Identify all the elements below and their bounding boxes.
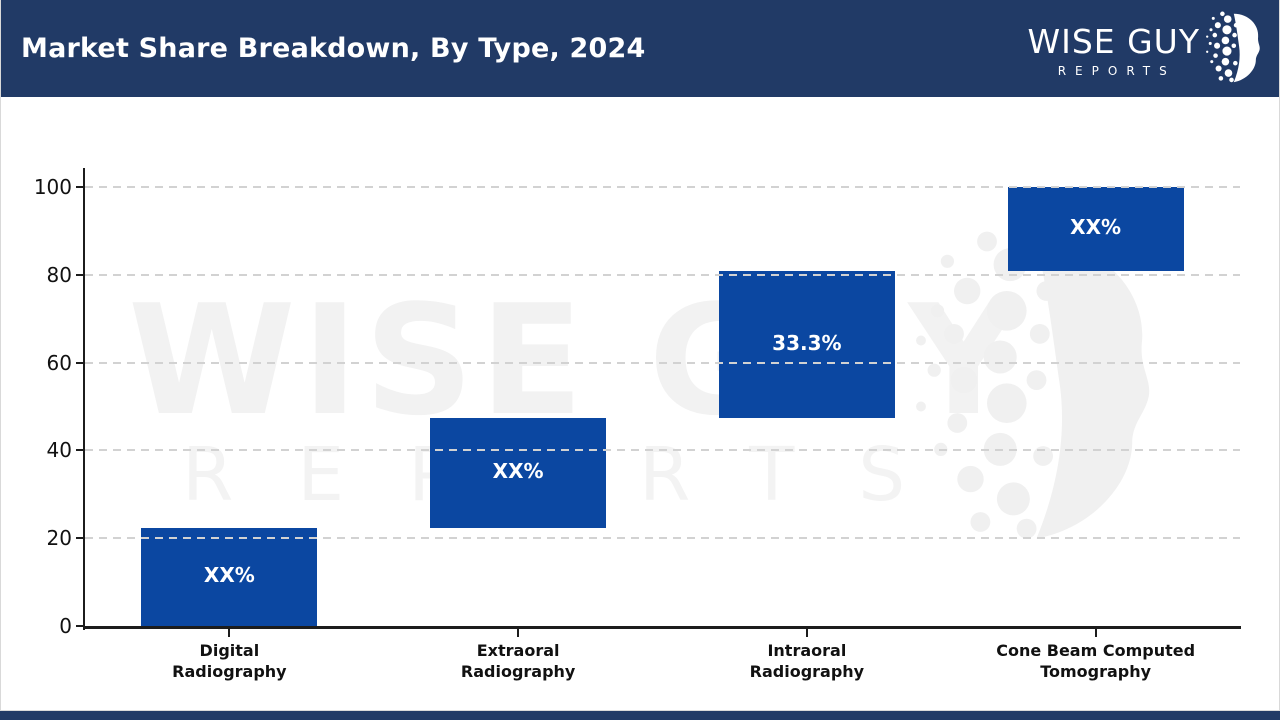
bar-segment (718, 270, 895, 419)
y-tick-mark (76, 273, 84, 276)
y-tick-label: 80 (46, 262, 72, 287)
x-axis-line (83, 626, 1241, 629)
bar-segment (430, 418, 607, 529)
y-tick-mark (76, 537, 84, 540)
brand-name: WISE GUY (1027, 22, 1200, 61)
y-tick-label: 0 (59, 614, 72, 638)
brand-subname: REPORTS (1057, 64, 1176, 78)
x-category-label: Digital Radiography (172, 641, 287, 681)
header-bar: Market Share Breakdown, By Type, 2024 WI… (0, 0, 1280, 97)
bar-value-label: 33.3% (772, 330, 842, 355)
x-tick-mark (228, 629, 231, 637)
x-category-label: Intraoral Radiography (749, 641, 865, 681)
bar-segment (141, 528, 318, 626)
bar-value-label: XX% (203, 563, 255, 588)
y-tick-label: 20 (46, 526, 72, 551)
page-title: Market Share Breakdown, By Type, 2024 (21, 33, 646, 64)
y-tick-label: 60 (46, 350, 72, 375)
x-tick-mark (1094, 629, 1097, 637)
y-tick-label: 40 (46, 438, 72, 463)
gridline (85, 186, 1240, 188)
brand-logo-text: WISE GUY REPORTS (1027, 22, 1200, 78)
x-tick-mark (517, 629, 520, 637)
bar-segment (1007, 187, 1184, 271)
gridline (85, 449, 1240, 452)
brand-logo: WISE GUY REPORTS (1012, 8, 1262, 90)
y-tick-mark (76, 361, 84, 364)
watermark-head-icon (916, 231, 1150, 539)
gridline (85, 273, 1240, 276)
y-tick-mark (76, 625, 84, 627)
bar-value-label: XX% (1070, 214, 1122, 239)
footer-bar (0, 711, 1280, 720)
y-tick-mark (76, 449, 84, 452)
gridline (85, 361, 1240, 364)
y-axis-line (83, 168, 85, 630)
gridline (85, 537, 1240, 540)
x-tick-mark (805, 629, 808, 637)
bar-value-label: XX% (492, 459, 544, 484)
x-category-label: Cone Beam Computed Tomography (996, 641, 1196, 681)
y-tick-label: 100 (33, 175, 72, 199)
x-category-label: Extraoral Radiography (460, 641, 576, 681)
y-tick-mark (76, 186, 84, 188)
footer-divider (0, 710, 1280, 711)
logo-head-icon (1206, 11, 1260, 83)
